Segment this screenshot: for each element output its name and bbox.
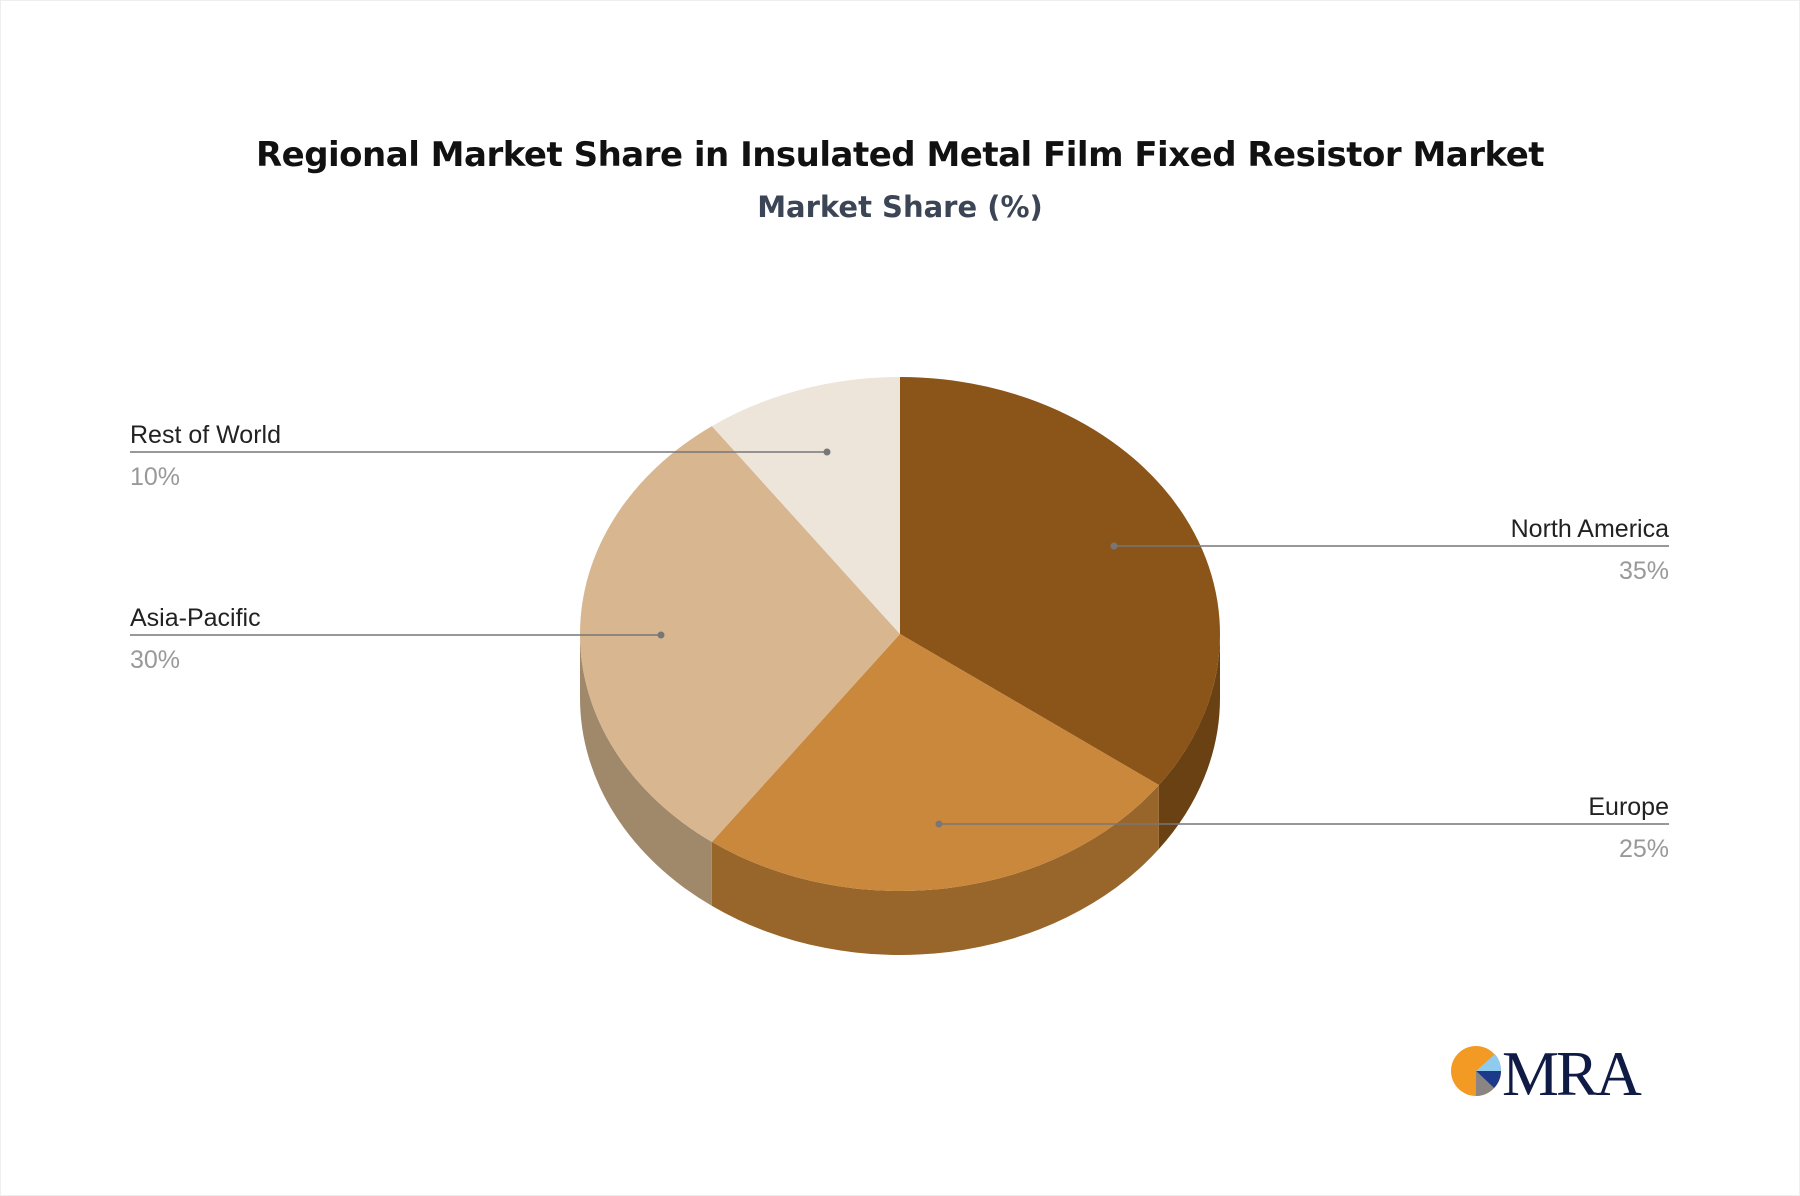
pie-side-1 bbox=[711, 785, 1159, 956]
slice-label: Rest of World bbox=[130, 421, 281, 449]
slice-value-label: 25% bbox=[1619, 835, 1669, 863]
pie-slice-europe[interactable] bbox=[711, 634, 1159, 891]
logo-text: MRA bbox=[1502, 1038, 1642, 1109]
mra-logo: MRA bbox=[1451, 1038, 1645, 1109]
slice-value-label: 35% bbox=[1619, 557, 1669, 585]
leader-dot bbox=[935, 820, 943, 828]
slice-value-label: 10% bbox=[130, 463, 180, 491]
leader-dot bbox=[1110, 542, 1118, 550]
slice-label: Europe bbox=[1588, 793, 1669, 821]
slice-label: Asia-Pacific bbox=[130, 604, 261, 632]
slice-label: North America bbox=[1511, 515, 1669, 543]
pie-slice-rest-of-world[interactable] bbox=[711, 377, 900, 634]
leader-dot bbox=[657, 631, 665, 639]
leader-dot bbox=[823, 448, 831, 456]
pie-slice-north-america[interactable] bbox=[900, 377, 1220, 786]
pie-slice-asia-pacific[interactable] bbox=[579, 426, 900, 842]
chart-title: Regional Market Share in Insulated Metal… bbox=[255, 135, 1545, 175]
pie-side-2 bbox=[580, 634, 712, 906]
pie-side-0 bbox=[1158, 634, 1220, 850]
slice-value-label: 30% bbox=[130, 646, 180, 674]
chart-subtitle: Market Share (%) bbox=[757, 190, 1043, 224]
